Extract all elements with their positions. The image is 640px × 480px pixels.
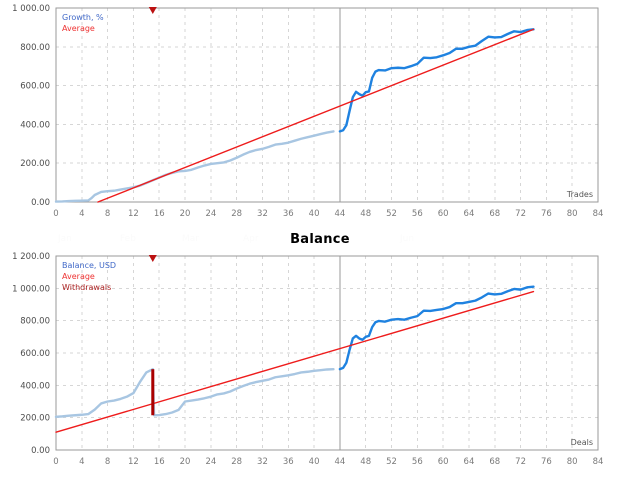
x-axis-tick-label: 64 — [464, 209, 475, 219]
legend-item: Average — [62, 272, 95, 281]
y-axis-tick-label: 800.00 — [20, 317, 50, 327]
series-line — [97, 28, 535, 203]
x-axis-title: Trades — [566, 190, 593, 199]
x-axis-tick-label: 12 — [128, 457, 139, 467]
x-axis-tick-label: 60 — [438, 209, 449, 219]
balance-chart-title: Balance — [290, 232, 350, 247]
x-axis-tick-label: 24 — [205, 457, 216, 467]
x-axis-title: Deals — [571, 438, 593, 447]
ghost-month-feb: Feb — [120, 234, 136, 244]
x-axis-tick-label: 72 — [515, 209, 526, 219]
x-axis-tick-label: 16 — [154, 209, 165, 219]
x-axis-tick-label: 80 — [567, 457, 578, 467]
x-axis-tick-label: 4 — [79, 209, 84, 219]
x-axis-tick-label: 28 — [231, 457, 242, 467]
x-axis-tick-label: 32 — [257, 209, 268, 219]
x-axis-tick-label: 8 — [105, 209, 110, 219]
x-axis-tick-label: 20 — [180, 209, 191, 219]
series-line — [338, 28, 535, 133]
x-axis-tick-label: 72 — [515, 457, 526, 467]
balance-chart[interactable]: 0.00 200.00 400.00 600.00 800.00 1 000.00 1 20… — [0, 248, 640, 480]
x-axis-tick-label: 28 — [231, 209, 242, 219]
x-axis-tick-label: 24 — [205, 209, 216, 219]
legend-item: Balance, USD — [62, 261, 116, 270]
x-axis-tick-label: 68 — [489, 209, 500, 219]
x-axis-tick-label: 4 — [79, 457, 84, 467]
x-axis-tick-label: 80 — [567, 209, 578, 219]
series-line — [54, 130, 335, 203]
x-axis-tick-label: 0 — [53, 209, 58, 219]
legend-item: Growth, % — [62, 13, 104, 22]
x-axis-tick-label: 8 — [105, 457, 110, 467]
x-axis-tick-label: 40 — [309, 209, 320, 219]
x-axis-tick-label: 48 — [360, 209, 371, 219]
x-axis-tick-label: 20 — [180, 457, 191, 467]
x-axis-tick-label: 52 — [386, 209, 397, 219]
x-axis-tick-label: 84 — [593, 457, 604, 467]
legend-item: Average — [62, 24, 95, 33]
y-axis-tick-label: 1 000.00 — [12, 4, 50, 14]
x-axis-tick-label: 60 — [438, 457, 449, 467]
x-axis-tick-label: 68 — [489, 457, 500, 467]
report-marker-icon[interactable] — [148, 255, 157, 262]
growth-chart[interactable]: 0.00 200.00 400.00 600.00 800.00 1 000.00 0 4 8 1… — [0, 0, 640, 232]
series-line — [55, 290, 535, 433]
y-axis-tick-label: 0.00 — [31, 446, 50, 456]
x-axis-tick-label: 36 — [283, 209, 294, 219]
y-axis-tick-label: 400.00 — [20, 381, 50, 391]
y-axis-tick-label: 0.00 — [31, 198, 50, 208]
x-axis-tick-label: 84 — [593, 209, 604, 219]
legend-item: Withdrawals — [62, 283, 111, 292]
plot-frame — [55, 255, 599, 451]
ghost-month-labels: Jan Feb Mar Apr May Jun — [0, 232, 640, 248]
x-axis-tick-label: 16 — [154, 457, 165, 467]
ghost-month-mar: Mar — [182, 234, 199, 244]
ghost-month-may: May — [305, 234, 324, 244]
y-axis-tick-label: 200.00 — [20, 414, 50, 424]
report-marker-icon[interactable] — [148, 7, 157, 14]
ghost-month-apr: Apr — [243, 234, 259, 244]
x-axis-tick-label: 76 — [541, 209, 552, 219]
x-axis-tick-label: 32 — [257, 457, 268, 467]
ghost-month-jun: Jun — [400, 234, 415, 244]
x-axis-tick-label: 76 — [541, 457, 552, 467]
x-axis-tick-label: 12 — [128, 209, 139, 219]
series-line — [338, 285, 535, 371]
x-axis-tick-label: 44 — [334, 457, 345, 467]
y-axis-tick-label: 200.00 — [20, 159, 50, 169]
y-axis-tick-label: 400.00 — [20, 120, 50, 130]
x-axis-tick-label: 56 — [412, 209, 423, 219]
x-axis-tick-label: 36 — [283, 457, 294, 467]
x-axis-tick-label: 40 — [309, 457, 320, 467]
y-axis-tick-label: 1 200.00 — [12, 252, 50, 262]
x-axis-tick-label: 44 — [334, 209, 345, 219]
x-axis-tick-label: 52 — [386, 457, 397, 467]
plot-frame — [55, 7, 599, 203]
series-line — [54, 367, 335, 419]
x-axis-tick-label: 56 — [412, 457, 423, 467]
y-axis-tick-label: 600.00 — [20, 349, 50, 359]
x-axis-tick-label: 0 — [53, 457, 58, 467]
ghost-month-jan: Jan — [58, 234, 72, 244]
x-axis-tick-label: 64 — [464, 457, 475, 467]
balance-chart-svg: 0.00 200.00 400.00 600.00 800.00 1 000.00 1 20… — [12, 252, 604, 467]
plot-background — [56, 8, 598, 202]
y-axis-tick-label: 600.00 — [20, 82, 50, 92]
y-axis-tick-label: 800.00 — [20, 43, 50, 53]
x-axis-tick-label: 48 — [360, 457, 371, 467]
y-axis-tick-label: 1 000.00 — [12, 284, 50, 294]
